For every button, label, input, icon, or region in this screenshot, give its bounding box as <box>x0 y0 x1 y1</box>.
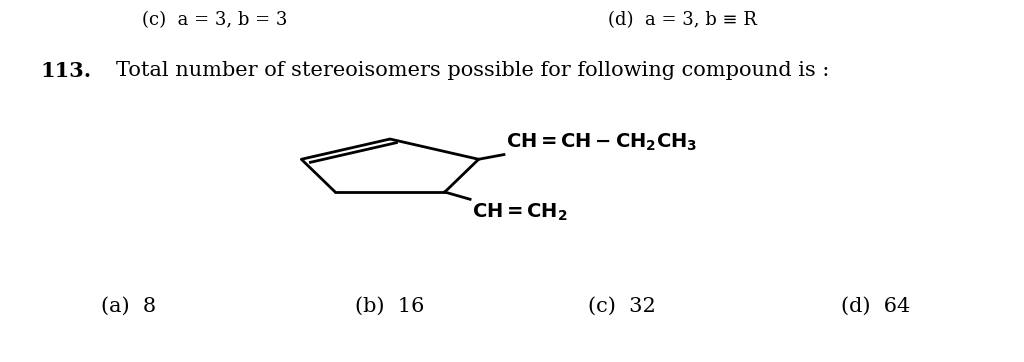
Text: (d)  a = 3, b ≡ R: (d) a = 3, b ≡ R <box>608 11 757 29</box>
Text: (d)  64: (d) 64 <box>841 296 910 315</box>
Text: $\mathbf{CH = CH - CH_2CH_3}$: $\mathbf{CH = CH - CH_2CH_3}$ <box>506 132 697 153</box>
Text: (c)  a = 3, b = 3: (c) a = 3, b = 3 <box>141 11 287 29</box>
Text: 113.: 113. <box>41 60 91 81</box>
Text: (a)  8: (a) 8 <box>101 296 157 315</box>
Text: $\mathbf{CH = CH_2}$: $\mathbf{CH = CH_2}$ <box>472 202 568 223</box>
Text: Total number of stereoisomers possible for following compound is :: Total number of stereoisomers possible f… <box>117 61 829 80</box>
Text: (b)  16: (b) 16 <box>354 296 424 315</box>
Text: (c)  32: (c) 32 <box>588 296 655 315</box>
